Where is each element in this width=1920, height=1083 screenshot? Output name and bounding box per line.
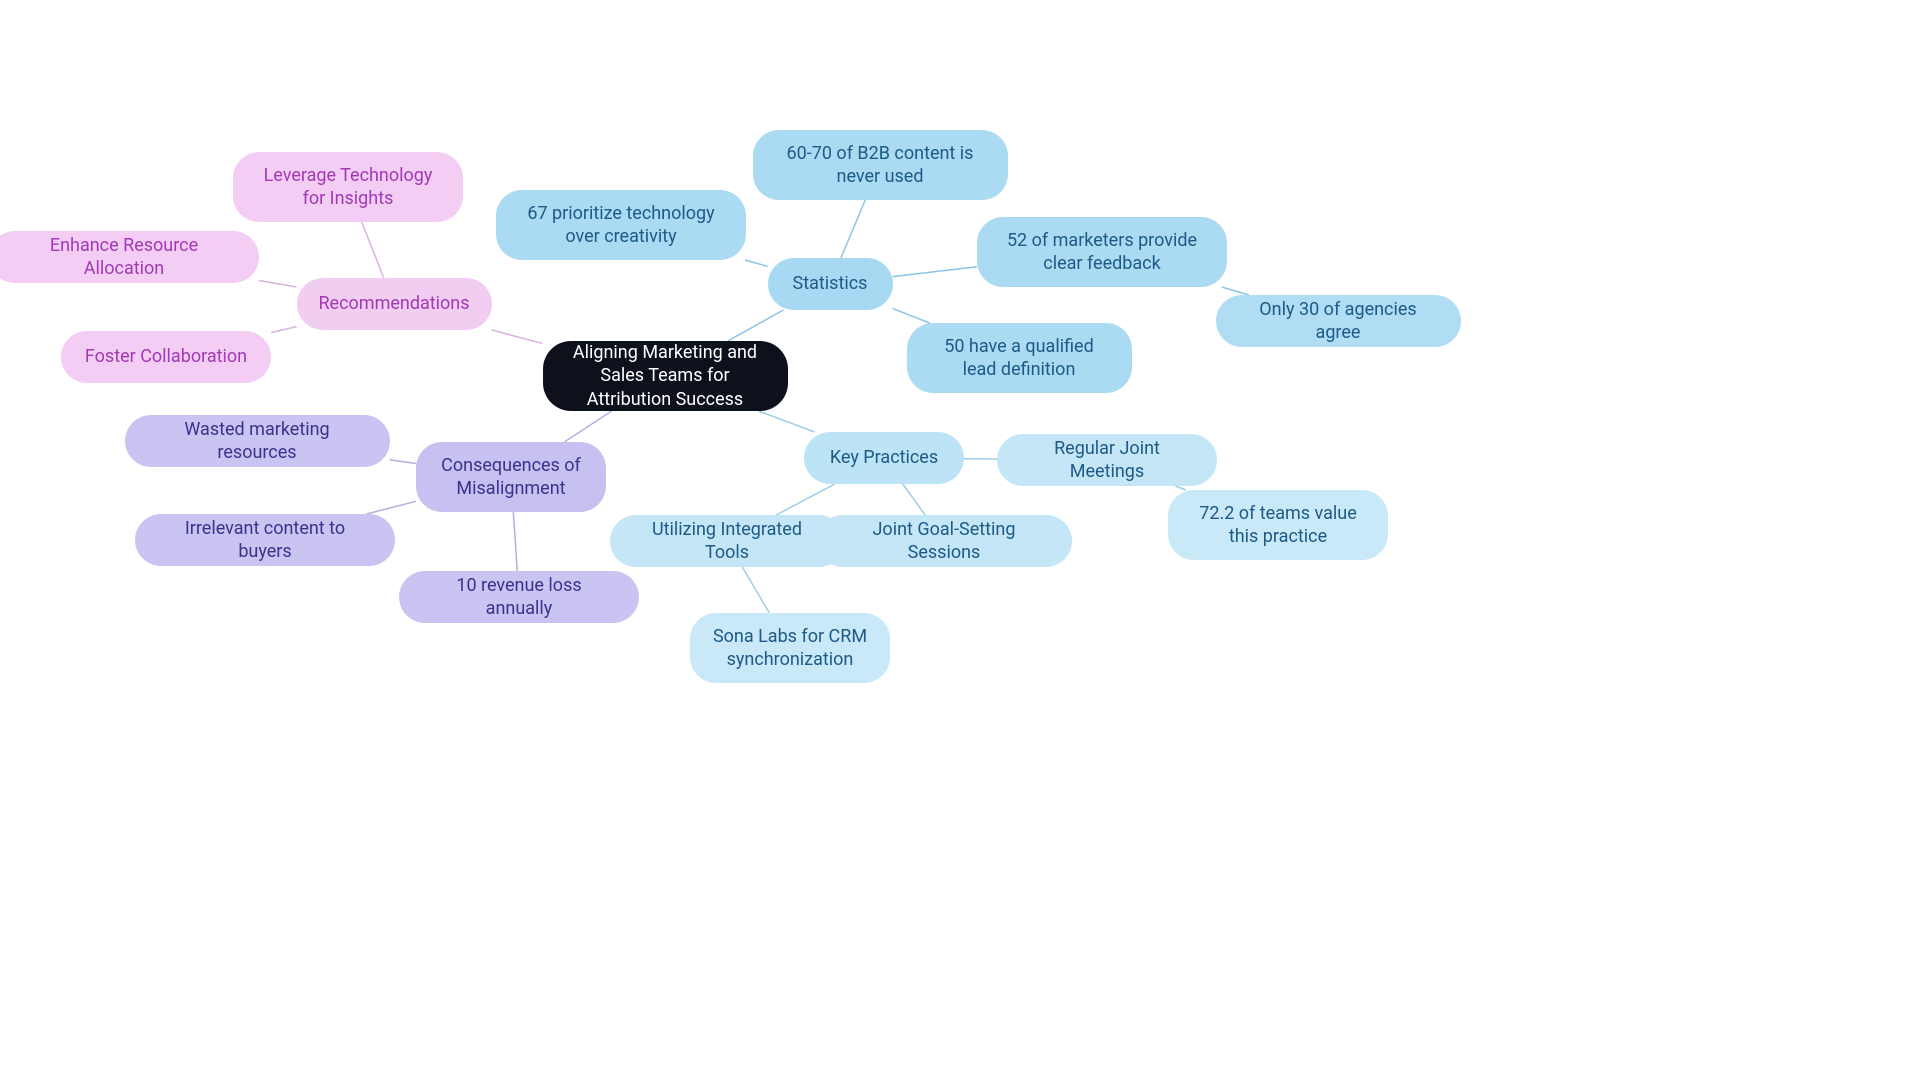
node-consequences: Consequences of Misalignment bbox=[416, 442, 606, 512]
node-label: Consequences of Misalignment bbox=[438, 454, 584, 501]
node-label: Only 30 of agencies agree bbox=[1238, 298, 1439, 345]
node-cons_irrelevant: Irrelevant content to buyers bbox=[135, 514, 395, 566]
edge bbox=[776, 484, 835, 515]
node-label: Aligning Marketing and Sales Teams for A… bbox=[565, 341, 766, 411]
node-label: Sona Labs for CRM synchronization bbox=[712, 625, 868, 672]
node-label: 10 revenue loss annually bbox=[421, 574, 617, 621]
edge bbox=[513, 512, 517, 571]
edge bbox=[492, 330, 543, 344]
node-label: Statistics bbox=[793, 272, 868, 295]
node-stat_52: 52 of marketers provide clear feedback bbox=[977, 217, 1227, 287]
edge bbox=[367, 501, 416, 514]
node-rec_leverage: Leverage Technology for Insights bbox=[233, 152, 463, 222]
edge bbox=[742, 567, 769, 613]
node-label: Recommendations bbox=[318, 292, 469, 315]
node-rec_foster: Foster Collaboration bbox=[61, 331, 271, 383]
edge bbox=[841, 200, 865, 258]
node-prac_meetings: Regular Joint Meetings bbox=[997, 434, 1217, 486]
node-prac_sona: Sona Labs for CRM synchronization bbox=[690, 613, 890, 683]
node-label: Regular Joint Meetings bbox=[1019, 437, 1195, 484]
node-center: Aligning Marketing and Sales Teams for A… bbox=[543, 341, 788, 411]
node-label: Key Practices bbox=[830, 446, 938, 469]
node-label: Foster Collaboration bbox=[85, 345, 247, 368]
node-stat_67: 67 prioritize technology over creativity bbox=[496, 190, 746, 260]
edge bbox=[362, 222, 384, 278]
edge bbox=[728, 310, 784, 341]
node-stat_6070: 60-70 of B2B content is never used bbox=[753, 130, 1008, 200]
edge bbox=[259, 281, 297, 288]
edge bbox=[390, 460, 417, 464]
node-prac_goal: Joint Goal-Setting Sessions bbox=[817, 515, 1072, 567]
edge bbox=[893, 267, 978, 277]
node-cons_wasted: Wasted marketing resources bbox=[125, 415, 390, 467]
edge bbox=[564, 411, 611, 442]
node-label: Leverage Technology for Insights bbox=[255, 164, 441, 211]
node-statistics: Statistics bbox=[768, 258, 893, 310]
edge bbox=[1175, 486, 1186, 490]
edge bbox=[271, 327, 297, 333]
node-stat_30: Only 30 of agencies agree bbox=[1216, 295, 1461, 347]
node-prac_tools: Utilizing Integrated Tools bbox=[610, 515, 845, 567]
node-rec_enhance: Enhance Resource Allocation bbox=[0, 231, 259, 283]
node-label: 50 have a qualified lead definition bbox=[929, 335, 1110, 382]
node-practices: Key Practices bbox=[804, 432, 964, 484]
node-label: Enhance Resource Allocation bbox=[11, 234, 237, 281]
node-cons_revenue: 10 revenue loss annually bbox=[399, 571, 639, 623]
edge bbox=[745, 260, 768, 266]
node-label: Irrelevant content to buyers bbox=[157, 517, 373, 564]
node-label: 72.2 of teams value this practice bbox=[1190, 502, 1366, 549]
node-label: 52 of marketers provide clear feedback bbox=[999, 229, 1205, 276]
node-label: Joint Goal-Setting Sessions bbox=[839, 518, 1050, 565]
node-label: Utilizing Integrated Tools bbox=[632, 518, 823, 565]
mindmap-canvas: Aligning Marketing and Sales Teams for A… bbox=[0, 0, 1920, 1083]
node-label: 60-70 of B2B content is never used bbox=[775, 142, 986, 189]
node-label: 67 prioritize technology over creativity bbox=[518, 202, 724, 249]
node-label: Wasted marketing resources bbox=[147, 418, 368, 465]
edge bbox=[758, 411, 814, 432]
node-stat_50: 50 have a qualified lead definition bbox=[907, 323, 1132, 393]
edge bbox=[1222, 287, 1249, 295]
edge bbox=[893, 308, 930, 323]
node-recommendations: Recommendations bbox=[297, 278, 492, 330]
edge bbox=[903, 484, 925, 515]
node-prac_meetings_722: 72.2 of teams value this practice bbox=[1168, 490, 1388, 560]
